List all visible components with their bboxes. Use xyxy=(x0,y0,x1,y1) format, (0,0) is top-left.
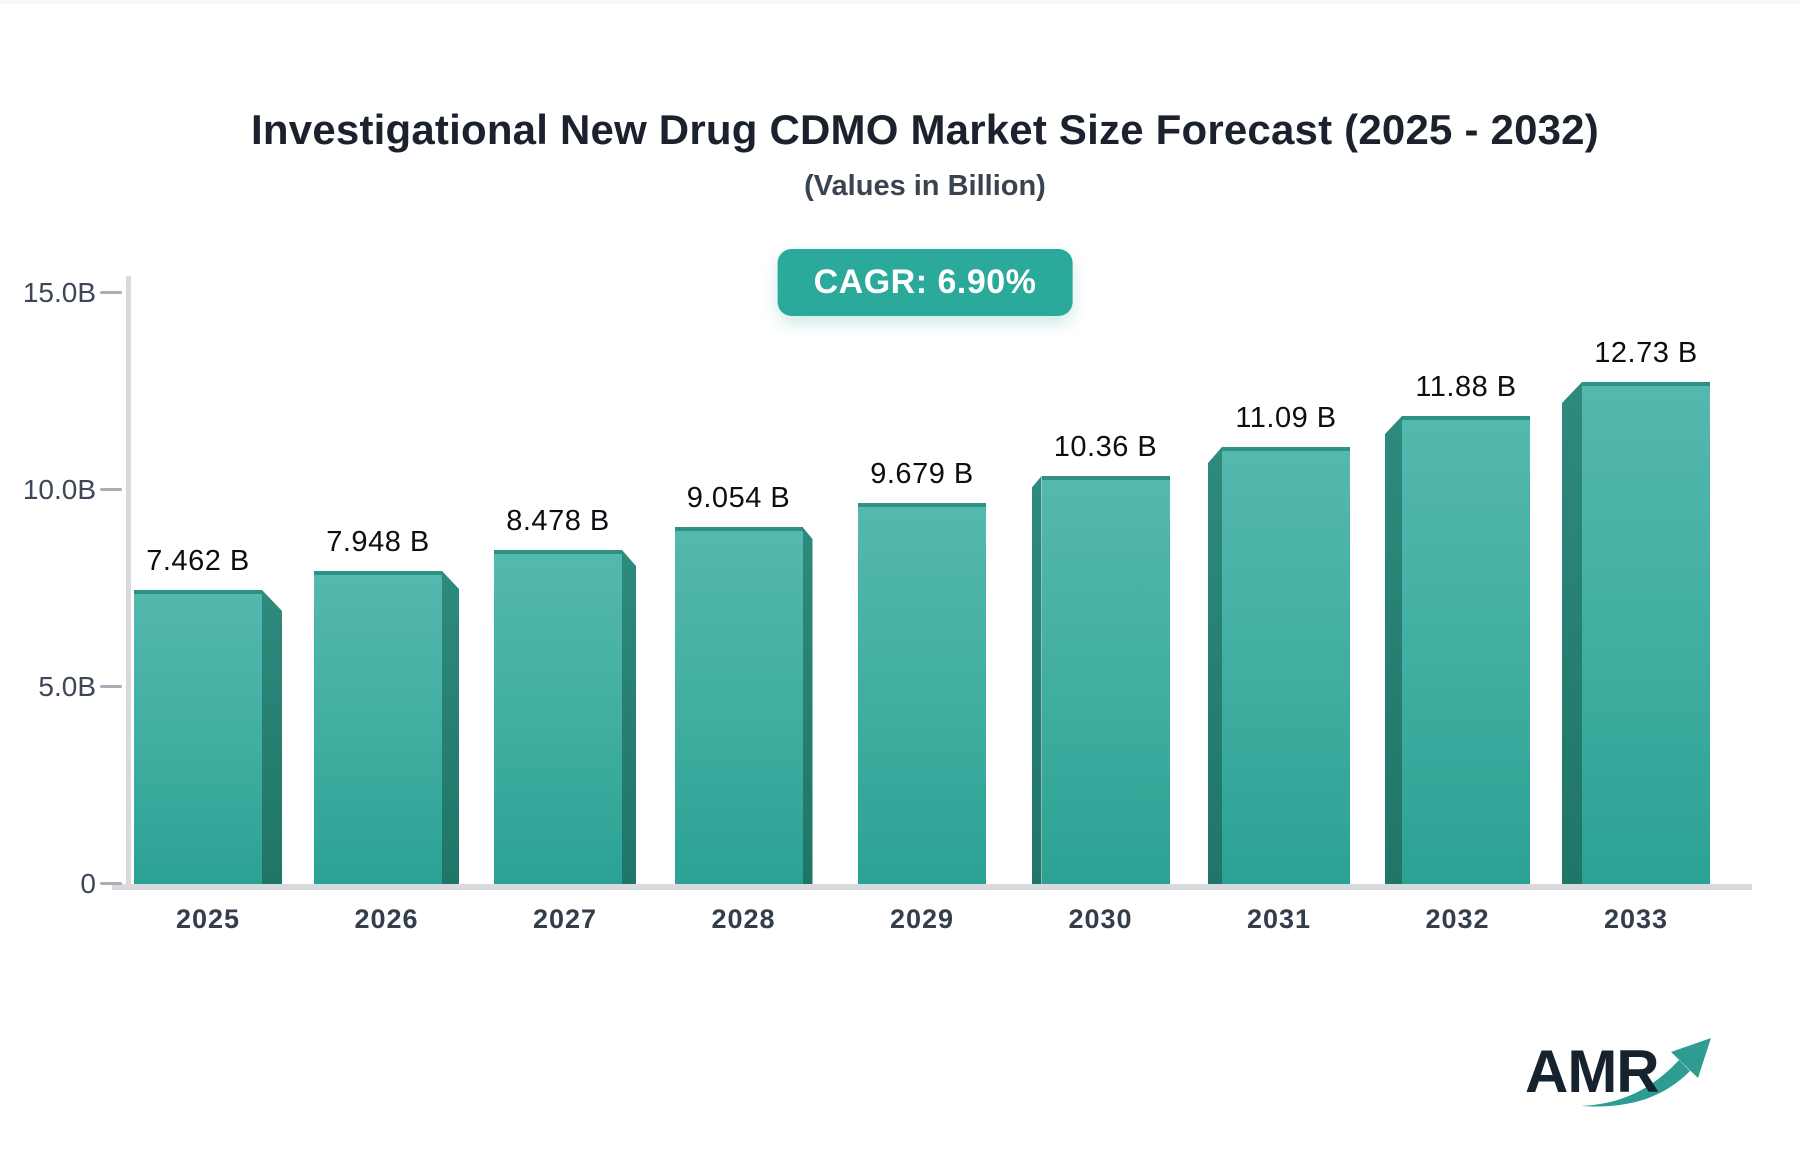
chart-title: Investigational New Drug CDMO Market Siz… xyxy=(251,106,1599,153)
x-axis-label-2032: 2032 xyxy=(1425,904,1490,934)
bar-2025 xyxy=(134,590,262,884)
bar-2029 xyxy=(858,503,986,884)
bar-value-label-2029: 9.679 B xyxy=(870,458,974,490)
bar-value-label-2033: 12.73 B xyxy=(1594,337,1698,369)
bar-side-face-2025 xyxy=(262,590,282,884)
bar-value-label-2026: 7.948 B xyxy=(326,526,430,558)
chart-subtitle: (Values in Billion) xyxy=(804,170,1046,202)
bar-side-face-2032 xyxy=(1385,416,1402,884)
x-axis-label-2025: 2025 xyxy=(175,904,241,934)
y-axis-tick xyxy=(100,685,122,688)
logo-text: AMR xyxy=(1525,1038,1659,1105)
amr-logo: AMR xyxy=(1525,1030,1725,1114)
y-axis-line xyxy=(126,276,131,890)
y-axis-tick-label: 10.0B xyxy=(22,474,96,505)
y-axis-tick-label: 0 xyxy=(80,868,96,899)
cagr-badge: CAGR: 6.90% xyxy=(777,249,1073,316)
y-axis-tick xyxy=(100,488,122,491)
bar-2026 xyxy=(314,571,442,884)
x-axis-label-2029: 2029 xyxy=(889,904,955,934)
bar-2033 xyxy=(1582,382,1710,884)
bar-side-face-2030 xyxy=(1031,476,1042,884)
x-axis-label-2028: 2028 xyxy=(711,904,776,934)
x-axis-label-2030: 2030 xyxy=(1068,904,1133,934)
x-axis-label-2033: 2033 xyxy=(1603,904,1669,934)
y-axis-tick-label: 5.0B xyxy=(38,671,96,702)
bar-2030 xyxy=(1041,476,1170,884)
x-axis-label-2027: 2027 xyxy=(532,904,598,934)
bar-2031 xyxy=(1222,447,1350,884)
bar-side-face-2028 xyxy=(802,527,813,884)
y-axis-tick xyxy=(100,882,122,885)
x-axis-label-2031: 2031 xyxy=(1246,904,1312,934)
bar-value-label-2027: 8.478 B xyxy=(506,505,610,537)
bar-value-label-2028: 9.054 B xyxy=(686,482,791,514)
y-axis-tick-label: 15.0B xyxy=(22,277,96,308)
bar-side-face-2033 xyxy=(1562,382,1582,884)
amr-logo-graphic: AMR xyxy=(1525,1038,1711,1107)
bar-value-label-2031: 11.09 B xyxy=(1235,402,1337,434)
bar-side-face-2026 xyxy=(442,571,459,884)
cagr-badge-label: CAGR: 6.90% xyxy=(813,263,1037,301)
bar-2032 xyxy=(1402,416,1530,884)
x-axis-label-2026: 2026 xyxy=(354,904,419,934)
page-edge-strip xyxy=(0,0,1800,4)
bar-side-face-2031 xyxy=(1208,447,1222,884)
bar-side-face-2027 xyxy=(622,550,636,884)
y-axis-tick xyxy=(100,291,122,294)
bar-value-label-2030: 10.36 B xyxy=(1053,431,1158,463)
logo-arrow-head-icon xyxy=(1671,1038,1711,1078)
bar-2027 xyxy=(494,550,622,884)
bar-2028 xyxy=(674,527,803,884)
logo-arrow-swoosh-icon xyxy=(1581,1060,1690,1107)
bar-value-label-2032: 11.88 B xyxy=(1415,371,1517,403)
bar-value-label-2025: 7.462 B xyxy=(146,545,250,577)
x-axis-baseline xyxy=(112,884,1752,890)
